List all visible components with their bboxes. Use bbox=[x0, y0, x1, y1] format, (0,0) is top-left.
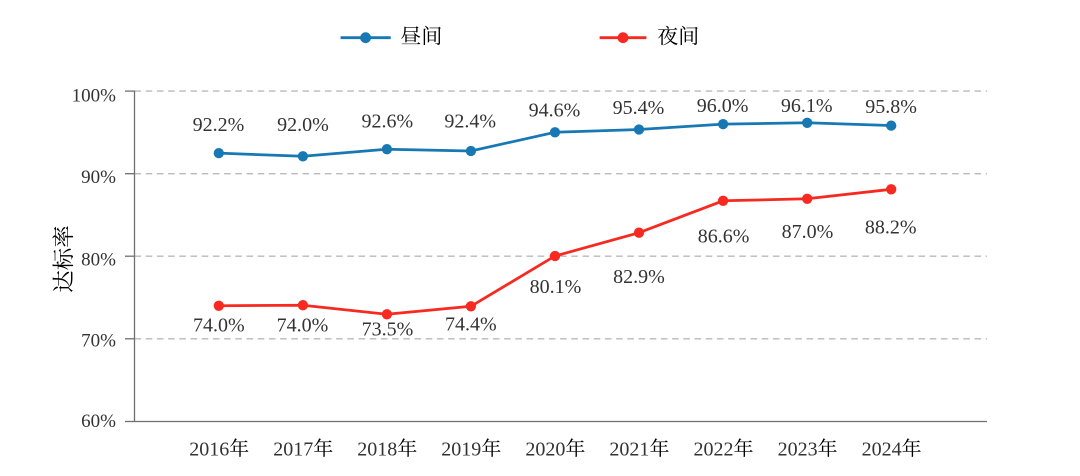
svg-text:96.1%: 96.1% bbox=[781, 95, 833, 117]
svg-text:70%: 70% bbox=[81, 330, 116, 351]
svg-text:92.6%: 92.6% bbox=[361, 110, 413, 132]
svg-text:2020: 2020 bbox=[525, 438, 565, 460]
svg-text:74.0%: 74.0% bbox=[193, 315, 245, 337]
svg-text:92.0%: 92.0% bbox=[277, 114, 329, 136]
svg-text:80%: 80% bbox=[81, 250, 116, 271]
svg-text:92.2%: 92.2% bbox=[193, 114, 245, 136]
svg-text:2018: 2018 bbox=[357, 438, 397, 460]
svg-text:92.4%: 92.4% bbox=[444, 110, 496, 132]
svg-text:73.5%: 73.5% bbox=[362, 319, 414, 341]
svg-text:2019: 2019 bbox=[441, 438, 481, 460]
svg-text:90%: 90% bbox=[81, 167, 116, 188]
svg-text:2023: 2023 bbox=[778, 438, 818, 460]
svg-text:86.6%: 86.6% bbox=[698, 225, 750, 247]
svg-text:2022: 2022 bbox=[694, 438, 734, 460]
svg-text:88.2%: 88.2% bbox=[865, 217, 917, 239]
svg-text:74.0%: 74.0% bbox=[277, 315, 329, 337]
svg-text:74.4%: 74.4% bbox=[445, 314, 497, 336]
svg-text:95.4%: 95.4% bbox=[613, 97, 665, 119]
svg-text:87.0%: 87.0% bbox=[782, 221, 834, 243]
svg-text:2017: 2017 bbox=[273, 438, 313, 460]
svg-text:95.8%: 95.8% bbox=[865, 96, 917, 118]
svg-text:100%: 100% bbox=[72, 86, 117, 107]
svg-text:96.0%: 96.0% bbox=[697, 95, 749, 117]
svg-text:82.9%: 82.9% bbox=[613, 266, 665, 288]
svg-text:94.6%: 94.6% bbox=[529, 100, 581, 122]
svg-text:2024: 2024 bbox=[862, 438, 902, 460]
svg-text:80.1%: 80.1% bbox=[530, 276, 582, 298]
svg-text:2016: 2016 bbox=[189, 438, 229, 460]
svg-text:60%: 60% bbox=[81, 411, 116, 432]
svg-text:2021: 2021 bbox=[609, 438, 649, 460]
